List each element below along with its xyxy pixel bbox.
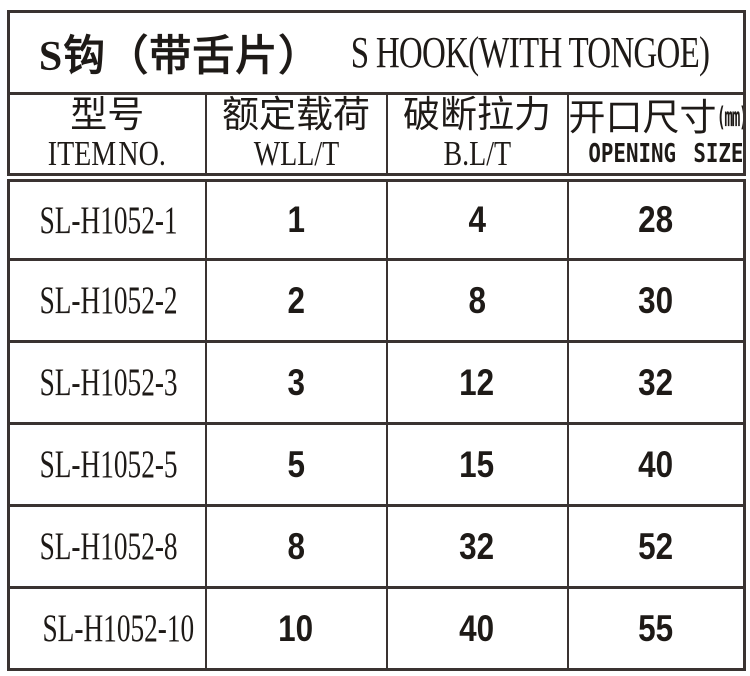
bl-cell: 40 xyxy=(385,586,569,672)
bl-cell: 15 xyxy=(385,422,569,508)
col-header-opening-size-cn: 开口尺寸(mm) xyxy=(568,97,745,139)
column-header-row: 型号 ITEM NO. 额定载荷 WLL/T 破断拉力 B.L/T 开口尺寸(m… xyxy=(7,93,746,183)
page-title: S钩（带舌片） S HOOK(WITH TONGOE) xyxy=(11,22,743,83)
opening-cell: 28 xyxy=(566,176,746,262)
col-header-bl: 破断拉力 B.L/T xyxy=(385,93,569,183)
bl-cell: 12 xyxy=(385,340,569,426)
wll-cell: 10 xyxy=(204,586,388,672)
item-cell: SL-H1052-10 xyxy=(7,586,207,672)
opening-cell: 55 xyxy=(566,586,746,672)
table-row: SL-H1052-5 5 15 40 xyxy=(7,422,746,508)
table-title-cell: S钩（带舌片） S HOOK(WITH TONGOE) xyxy=(7,11,746,95)
table-title-row: S钩（带舌片） S HOOK(WITH TONGOE) xyxy=(7,11,746,95)
col-header-opening-size: 开口尺寸(mm) OPENING SIZE xyxy=(566,93,746,183)
col-header-wll-en: WLL/T xyxy=(253,134,339,174)
wll-cell: 5 xyxy=(204,422,388,508)
col-header-bl-en: B.L/T xyxy=(443,134,511,174)
item-cell: SL-H1052-8 xyxy=(7,504,207,590)
col-header-wll: 额定载荷 WLL/T xyxy=(204,93,388,183)
item-cell: SL-H1052-2 xyxy=(7,258,207,344)
col-header-wll-cn: 额定载荷 xyxy=(222,95,370,136)
table-row: SL-H1052-2 2 8 30 xyxy=(7,258,746,344)
table-row: SL-H1052-3 3 12 32 xyxy=(7,340,746,426)
wll-cell: 1 xyxy=(204,176,388,262)
col-header-opening-size-en: OPENING SIZE xyxy=(587,139,743,170)
opening-cell: 32 xyxy=(566,340,746,426)
s-hook-spec-table: S钩（带舌片） S HOOK(WITH TONGOE) 型号 ITEM NO. … xyxy=(7,10,747,672)
opening-cell: 40 xyxy=(566,422,746,508)
opening-cell: 52 xyxy=(566,504,746,590)
col-header-item-no: 型号 ITEM NO. xyxy=(7,93,207,183)
wll-cell: 2 xyxy=(204,258,388,344)
item-cell: SL-H1052-1 xyxy=(7,176,207,262)
bl-cell: 4 xyxy=(385,176,569,262)
opening-cell: 30 xyxy=(566,258,746,344)
opening-size-unit: (mm) xyxy=(716,101,745,133)
wll-cell: 8 xyxy=(204,504,388,590)
table-row: SL-H1052-1 1 4 28 xyxy=(7,176,746,262)
title-chinese: S钩（带舌片） xyxy=(38,34,322,80)
table-row: SL-H1052-10 10 40 55 xyxy=(7,586,746,672)
item-cell: SL-H1052-5 xyxy=(7,422,207,508)
col-header-item-no-en: ITEM NO. xyxy=(48,134,167,174)
item-cell: SL-H1052-3 xyxy=(7,340,207,426)
wll-cell: 3 xyxy=(204,340,388,426)
col-header-bl-cn: 破断拉力 xyxy=(403,95,551,136)
title-english: S HOOK(WITH TONGOE) xyxy=(350,28,710,77)
bl-cell: 8 xyxy=(385,258,569,344)
bl-cell: 32 xyxy=(385,504,569,590)
col-header-item-no-cn: 型号 xyxy=(70,95,145,136)
table-row: SL-H1052-8 8 32 52 xyxy=(7,504,746,590)
